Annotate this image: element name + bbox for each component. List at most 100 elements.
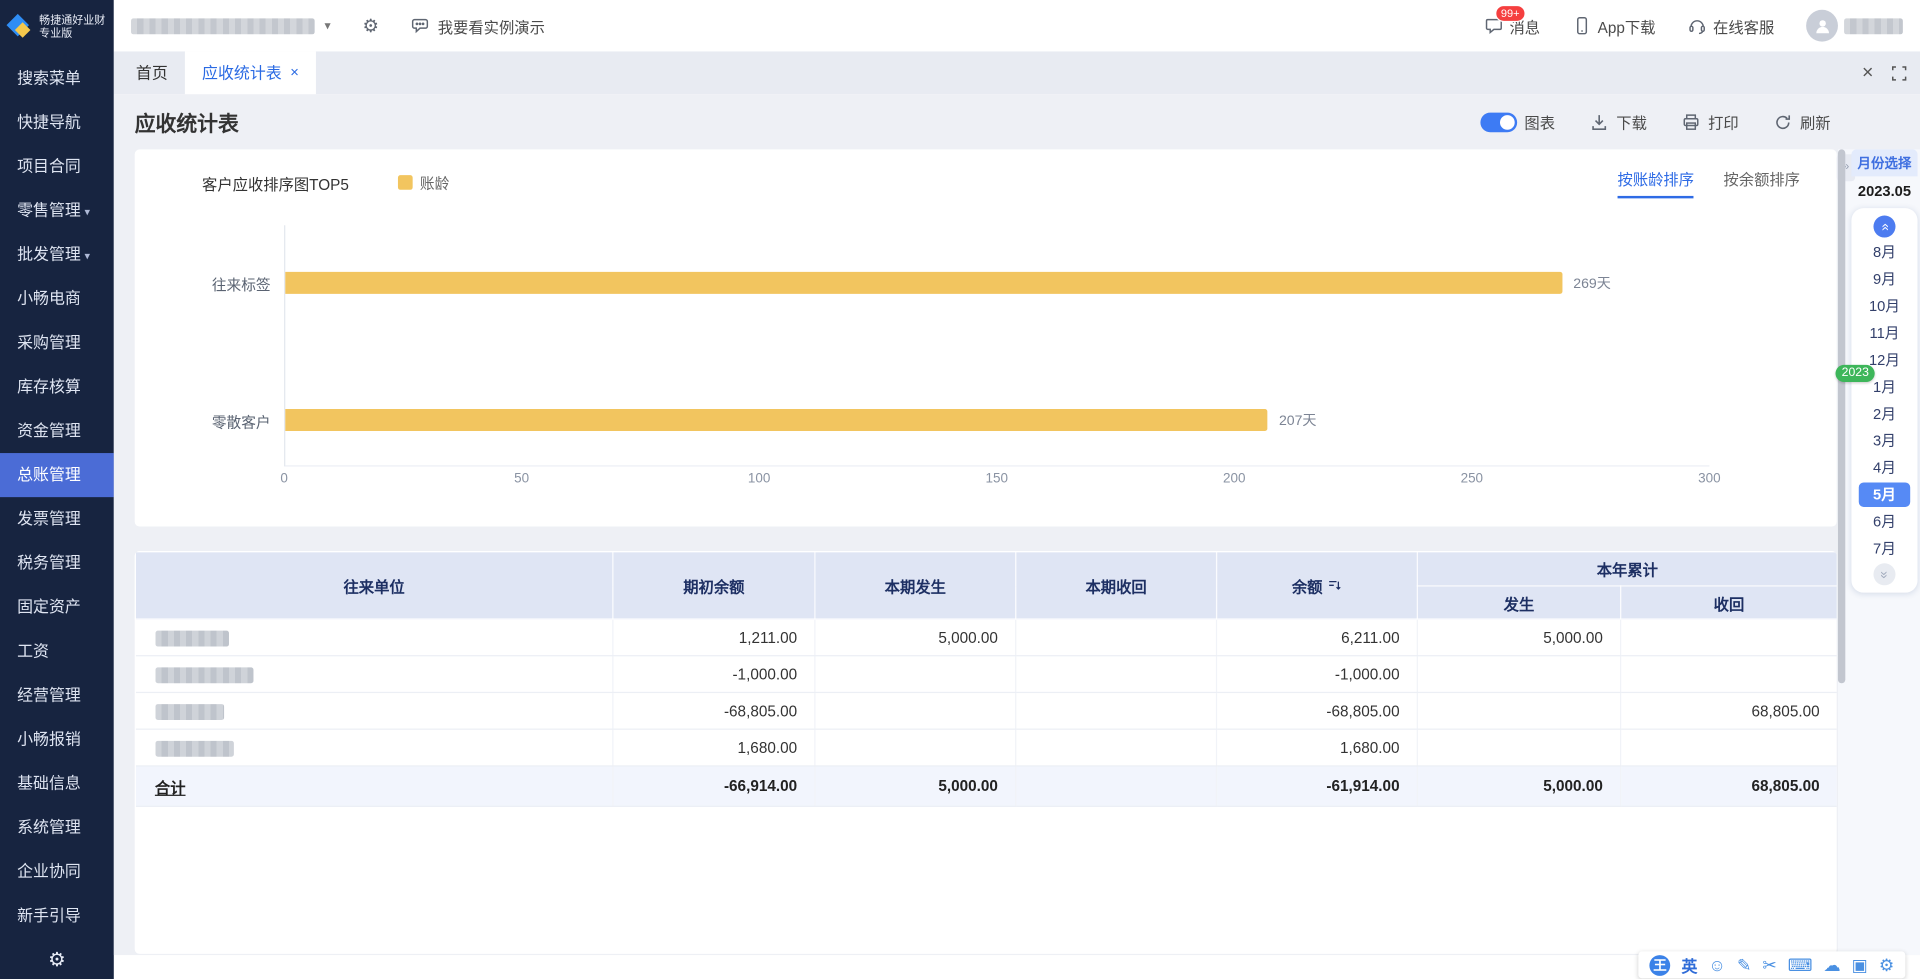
- col-header-year-recovered[interactable]: 收回: [1620, 585, 1837, 620]
- total-link[interactable]: 合计: [154, 779, 186, 797]
- sidebar-item-label: 小畅报销: [17, 729, 81, 749]
- col-header-year-occurred[interactable]: 发生: [1416, 585, 1622, 620]
- sidebar-item-label: 搜索菜单: [17, 68, 81, 87]
- smiley-icon[interactable]: ☺: [1708, 955, 1726, 975]
- cell-year-occurred: 5,000.00: [1417, 618, 1622, 657]
- scroll-months-up-button[interactable]: «: [1873, 215, 1896, 238]
- sidebar-item-business-mgmt[interactable]: 经营管理: [0, 673, 114, 717]
- sidebar-item-label: 发票管理: [17, 509, 81, 528]
- sidebar-item-invoice-mgmt[interactable]: 发票管理: [0, 497, 114, 541]
- chart-legend[interactable]: 账龄: [397, 172, 449, 193]
- sidebar-item-project-contract[interactable]: 项目合同: [0, 144, 114, 188]
- sidebar-item-basic-info[interactable]: 基础信息: [0, 762, 114, 806]
- redacted-customer-name: [154, 630, 229, 647]
- table-row[interactable]: 1,680.00 1,680.00: [135, 729, 1837, 767]
- sort-by-aging-tab[interactable]: 按账龄排序: [1617, 167, 1695, 199]
- cell-year-occurred: [1417, 692, 1622, 730]
- download-button[interactable]: 下载: [1589, 110, 1647, 133]
- cell-total-recovered: [1015, 765, 1218, 807]
- close-all-icon[interactable]: ×: [1862, 61, 1874, 83]
- sidebar-item-general-ledger[interactable]: 总账管理: [0, 453, 114, 498]
- col-header-occurred[interactable]: 本期发生: [814, 551, 1017, 620]
- sidebar-item-beginner-guide[interactable]: 新手引导: [0, 894, 114, 938]
- toolbox-icon[interactable]: ▣: [1851, 955, 1868, 975]
- table-row[interactable]: -68,805.00 -68,805.00 68,805.00: [135, 692, 1837, 730]
- sidebar-item-label: 库存核算: [17, 377, 81, 396]
- col-header-recovered[interactable]: 本期收回: [1015, 551, 1218, 620]
- month-item[interactable]: 3月: [1873, 432, 1896, 450]
- sidebar-item-payroll[interactable]: 工资: [0, 629, 114, 673]
- fullscreen-icon[interactable]: [1891, 64, 1908, 81]
- tab-receivables-report[interactable]: 应收统计表 ×: [184, 51, 316, 95]
- sidebar-item-purchase-mgmt[interactable]: 采购管理: [0, 321, 114, 365]
- sidebar-item-label: 项目合同: [17, 156, 81, 176]
- sort-icon[interactable]: [1327, 578, 1342, 593]
- month-item[interactable]: 6月: [1873, 513, 1896, 531]
- bar-value-label: 207天: [1278, 413, 1317, 429]
- sidebar-item-ecommerce[interactable]: 小畅电商: [0, 277, 114, 321]
- refresh-icon: [1776, 114, 1791, 129]
- sidebar-item-fixed-assets[interactable]: 固定资产: [0, 585, 114, 629]
- month-item[interactable]: 11月: [1869, 324, 1900, 342]
- sort-by-balance-tab[interactable]: 按余额排序: [1723, 171, 1801, 189]
- demo-link[interactable]: 我要看实例演示: [411, 14, 545, 37]
- tab-close-icon[interactable]: ×: [290, 63, 299, 81]
- scissors-icon[interactable]: ✂: [1762, 955, 1777, 975]
- vertical-scrollbar[interactable]: [1837, 149, 1846, 684]
- pen-icon[interactable]: ✎: [1736, 955, 1752, 975]
- chart-toggle[interactable]: [1480, 112, 1518, 132]
- keyboard-icon[interactable]: ⌨: [1787, 955, 1813, 975]
- cell-recovered: [1015, 655, 1218, 694]
- month-item[interactable]: 2月: [1873, 405, 1896, 423]
- balance-header-label: 余额: [1291, 578, 1323, 596]
- table-row[interactable]: -1,000.00 -1,000.00: [135, 655, 1837, 694]
- month-item[interactable]: 1月: [1873, 378, 1896, 396]
- cloud-icon[interactable]: ☁: [1823, 955, 1841, 975]
- col-header-unit[interactable]: 往来单位: [134, 551, 614, 620]
- month-item[interactable]: 9月: [1873, 270, 1896, 288]
- aging-bar[interactable]: [285, 271, 1563, 294]
- sidebar-item-retail-mgmt[interactable]: 零售管理 ▾: [0, 189, 114, 233]
- sidebar-item-label: 基础信息: [17, 773, 81, 793]
- sidebar-item-capital-mgmt[interactable]: 资金管理: [0, 409, 114, 453]
- table-row[interactable]: 1,211.00 5,000.00 6,211.00 5,000.00: [135, 618, 1837, 657]
- sidebar-item-tax-mgmt[interactable]: 税务管理: [0, 541, 114, 585]
- month-item-selected[interactable]: 5月: [1858, 482, 1911, 507]
- user-profile[interactable]: [1806, 9, 1903, 42]
- col-header-balance[interactable]: 余额: [1215, 551, 1418, 620]
- sidebar-item-inventory-accounting[interactable]: 库存核算: [0, 365, 114, 409]
- cell-balance: -1,000.00: [1216, 655, 1418, 694]
- sidebar-item-label: 总账管理: [17, 465, 81, 484]
- sidebar-item-wholesale-mgmt[interactable]: 批发管理 ▾: [0, 233, 114, 277]
- col-header-initial[interactable]: 期初余额: [612, 551, 816, 620]
- tab-report-label: 应收统计表: [202, 63, 282, 83]
- cell-recovered: [1015, 618, 1218, 657]
- ime-language-toggle[interactable]: 英: [1681, 956, 1698, 976]
- redacted-customer-name: [154, 666, 253, 683]
- topbar-gear-icon[interactable]: ⚙: [362, 15, 379, 37]
- app-download-button[interactable]: App下载: [1572, 14, 1655, 37]
- sidebar-item-enterprise-collab[interactable]: 企业协同: [0, 850, 114, 894]
- scroll-months-down-button[interactable]: «: [1873, 563, 1896, 586]
- sidebar-item-system-mgmt[interactable]: 系统管理: [0, 806, 114, 850]
- sidebar-item-expense[interactable]: 小畅报销: [0, 718, 114, 762]
- tab-home[interactable]: 首页: [119, 51, 185, 94]
- month-item[interactable]: 4月: [1873, 459, 1896, 477]
- cell-balance: -68,805.00: [1216, 692, 1418, 730]
- month-item[interactable]: 7月: [1873, 540, 1896, 558]
- sidebar-item-search-menu[interactable]: 搜索菜单: [0, 56, 114, 100]
- print-button[interactable]: 打印: [1681, 110, 1739, 133]
- ime-logo-icon[interactable]: 王: [1649, 954, 1671, 976]
- aging-bar[interactable]: [285, 408, 1268, 432]
- month-item[interactable]: 10月: [1868, 297, 1901, 315]
- month-item[interactable]: 12月: [1868, 351, 1901, 369]
- gear-icon[interactable]: ⚙: [1878, 955, 1895, 975]
- sidebar-item-quick-nav[interactable]: 快捷导航: [0, 100, 114, 144]
- messages-button[interactable]: 消息 99+: [1484, 4, 1540, 37]
- company-selector[interactable]: ▾: [131, 17, 331, 34]
- online-service-button[interactable]: 在线客服: [1687, 14, 1774, 37]
- month-item[interactable]: 8月: [1873, 243, 1896, 261]
- sidebar-item-label: 固定资产: [17, 597, 81, 616]
- sidebar-settings-gear-icon[interactable]: ⚙: [48, 950, 66, 972]
- refresh-button[interactable]: 刷新: [1773, 110, 1831, 133]
